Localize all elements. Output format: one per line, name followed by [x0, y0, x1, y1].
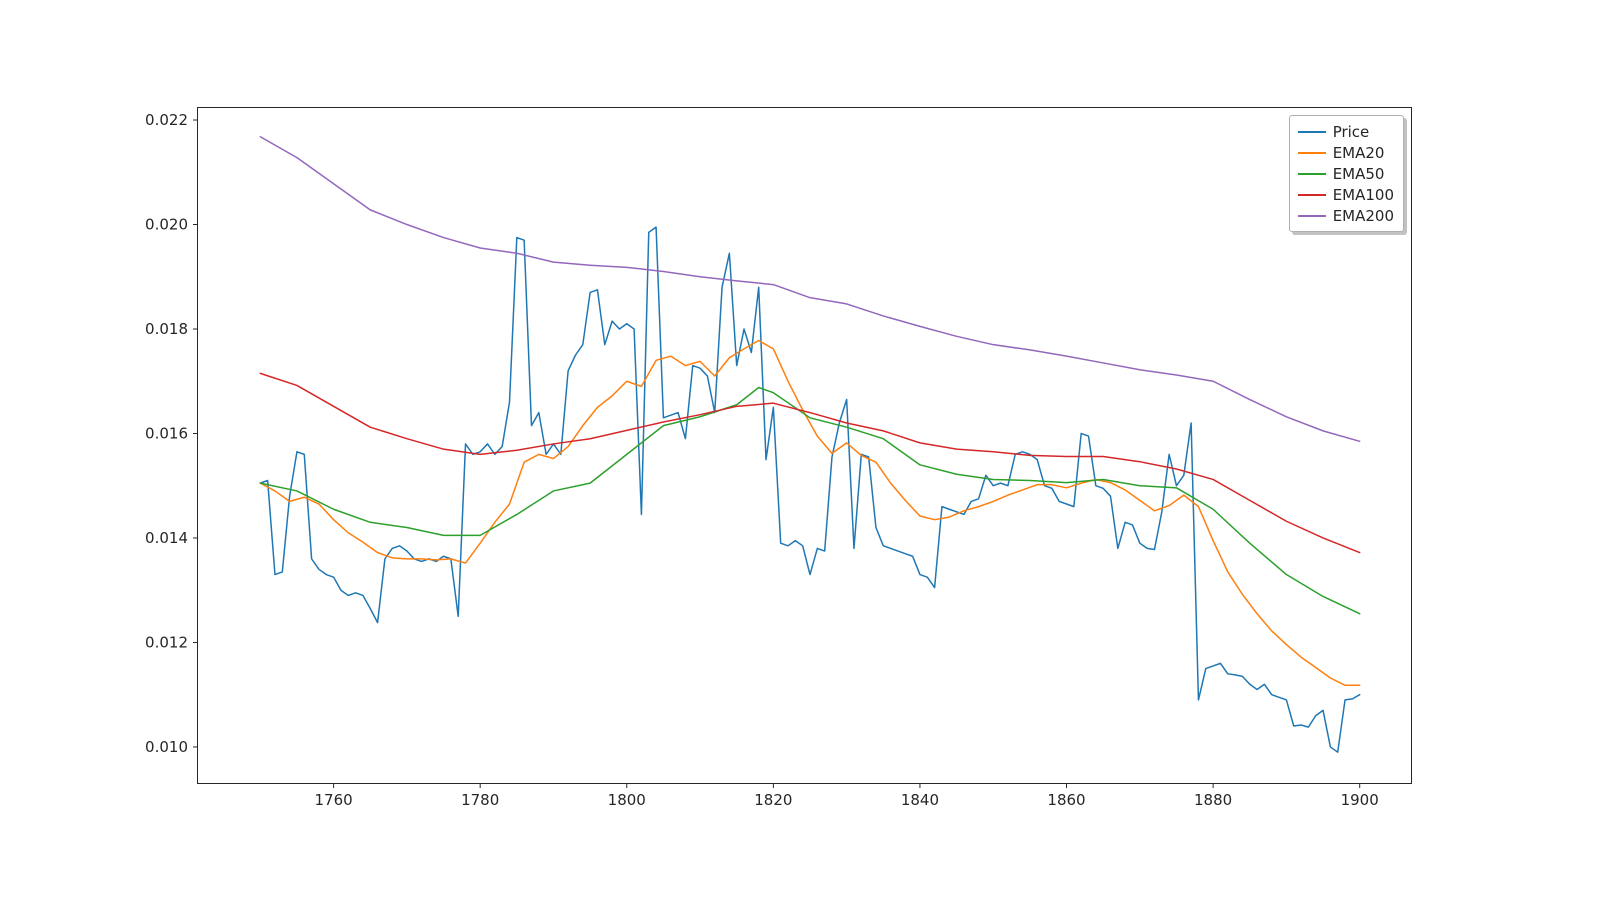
legend-swatch-ema50	[1297, 172, 1326, 175]
legend-label-price: Price	[1332, 122, 1370, 141]
series-line-price	[259, 226, 1361, 753]
legend-swatch-ema100	[1297, 193, 1326, 196]
x-tick-label: 1840	[901, 791, 939, 809]
series-line-ema50	[259, 386, 1361, 615]
x-tick-label: 1880	[1194, 791, 1232, 809]
legend-item-ema100: EMA100	[1297, 184, 1394, 205]
y-tick-label: 0.020	[145, 216, 188, 234]
legend-label-ema100: EMA100	[1332, 185, 1394, 204]
legend-label-ema50: EMA50	[1332, 164, 1385, 183]
y-tick-label: 0.012	[145, 633, 188, 651]
y-tick-label: 0.010	[145, 738, 188, 756]
series-line-ema200	[259, 135, 1361, 443]
y-tick-label: 0.014	[145, 529, 188, 547]
chart-canvas: 1760 1780 1800 1820 1840 1860 1880 1900 0.010 0.0…	[145, 111, 1379, 809]
plot-area: 1760 1780 1800 1820 1840 1860 1880 1900 0.010 0.0…	[145, 107, 1412, 809]
legend-swatch-ema20	[1297, 151, 1326, 154]
legend-swatch-ema200	[1297, 214, 1326, 217]
legend: Price EMA20 EMA50 EMA100 EMA200	[1288, 115, 1404, 232]
legend-swatch-price	[1297, 130, 1326, 133]
x-tick-label: 1780	[461, 791, 499, 809]
legend-label-ema200: EMA200	[1332, 206, 1394, 225]
series-line-ema20	[259, 339, 1361, 687]
legend-item-ema200: EMA200	[1297, 205, 1394, 226]
legend-item-price: Price	[1297, 121, 1394, 142]
x-tick-label: 1820	[754, 791, 792, 809]
series-line-ema100	[259, 372, 1361, 554]
x-tick-label: 1800	[608, 791, 646, 809]
legend-item-ema50: EMA50	[1297, 163, 1394, 184]
legend-label-ema20: EMA20	[1332, 143, 1385, 162]
x-tick-label: 1900	[1341, 791, 1379, 809]
y-tick-label: 0.016	[145, 424, 188, 442]
legend-item-ema20: EMA20	[1297, 142, 1394, 163]
y-tick-label: 0.022	[145, 111, 188, 129]
x-tick-label: 1860	[1047, 791, 1085, 809]
y-tick-label: 0.018	[145, 320, 188, 338]
x-tick-label: 1760	[314, 791, 352, 809]
